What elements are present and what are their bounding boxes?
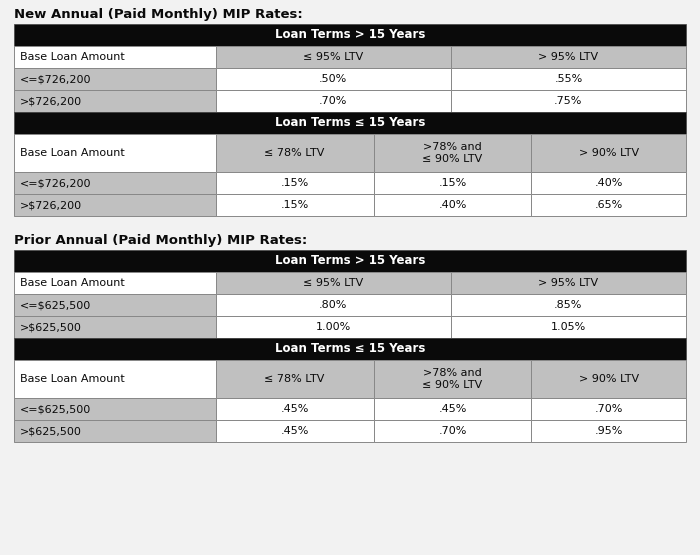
Bar (374, 172, 531, 194)
Text: Loan Terms > 15 Years: Loan Terms > 15 Years (275, 28, 425, 42)
Text: .65%: .65% (594, 200, 623, 210)
Bar (216, 316, 451, 338)
Bar (451, 90, 686, 112)
Text: .15%: .15% (438, 178, 467, 188)
Text: .85%: .85% (554, 300, 582, 310)
Text: .45%: .45% (438, 404, 467, 414)
Bar (14, 398, 216, 420)
Text: Prior Annual (Paid Monthly) MIP Rates:: Prior Annual (Paid Monthly) MIP Rates: (14, 234, 307, 247)
Text: > 95% LTV: > 95% LTV (538, 278, 598, 288)
Bar (14, 360, 216, 398)
Bar (14, 172, 216, 194)
Bar (531, 134, 686, 172)
Bar (14, 250, 686, 272)
Bar (374, 360, 531, 398)
Text: Loan Terms > 15 Years: Loan Terms > 15 Years (275, 255, 425, 268)
Text: <=$625,500: <=$625,500 (20, 404, 91, 414)
Bar (216, 398, 374, 420)
Bar (14, 24, 686, 46)
Text: >78% and
≤ 90% LTV: >78% and ≤ 90% LTV (422, 368, 482, 390)
Text: Loan Terms ≤ 15 Years: Loan Terms ≤ 15 Years (275, 117, 425, 129)
Text: >$726,200: >$726,200 (20, 96, 82, 106)
Text: .70%: .70% (319, 96, 347, 106)
Text: <=$726,200: <=$726,200 (20, 178, 92, 188)
Bar (216, 294, 451, 316)
Bar (14, 294, 216, 316)
Bar (374, 398, 531, 420)
Text: Base Loan Amount: Base Loan Amount (20, 278, 125, 288)
Text: .95%: .95% (594, 426, 623, 436)
Text: ≤ 95% LTV: ≤ 95% LTV (303, 52, 363, 62)
Bar (14, 316, 216, 338)
Text: .45%: .45% (281, 426, 309, 436)
Text: > 95% LTV: > 95% LTV (538, 52, 598, 62)
Text: .55%: .55% (554, 74, 582, 84)
Text: .75%: .75% (554, 96, 582, 106)
Text: .80%: .80% (319, 300, 347, 310)
Bar (451, 46, 686, 68)
Bar (374, 420, 531, 442)
Bar (14, 90, 216, 112)
Bar (216, 90, 451, 112)
Bar (451, 272, 686, 294)
Bar (216, 68, 451, 90)
Text: >$625,500: >$625,500 (20, 322, 82, 332)
Text: 1.05%: 1.05% (551, 322, 586, 332)
Text: Base Loan Amount: Base Loan Amount (20, 148, 125, 158)
Bar (14, 46, 216, 68)
Bar (531, 360, 686, 398)
Bar (451, 316, 686, 338)
Text: .70%: .70% (438, 426, 467, 436)
Bar (216, 272, 451, 294)
Text: Loan Terms ≤ 15 Years: Loan Terms ≤ 15 Years (275, 342, 425, 356)
Bar (14, 420, 216, 442)
Bar (531, 172, 686, 194)
Bar (374, 194, 531, 216)
Text: >$726,200: >$726,200 (20, 200, 82, 210)
Bar (216, 194, 374, 216)
Bar (14, 272, 216, 294)
Text: .15%: .15% (281, 178, 309, 188)
Bar (216, 420, 374, 442)
Text: <=$625,500: <=$625,500 (20, 300, 91, 310)
Text: New Annual (Paid Monthly) MIP Rates:: New Annual (Paid Monthly) MIP Rates: (14, 8, 302, 21)
Bar (14, 194, 216, 216)
Text: .70%: .70% (594, 404, 623, 414)
Text: Base Loan Amount: Base Loan Amount (20, 52, 125, 62)
Bar (531, 194, 686, 216)
Text: ≤ 78% LTV: ≤ 78% LTV (265, 374, 325, 384)
Bar (14, 68, 216, 90)
Bar (216, 172, 374, 194)
Bar (374, 134, 531, 172)
Text: .40%: .40% (438, 200, 467, 210)
Text: ≤ 95% LTV: ≤ 95% LTV (303, 278, 363, 288)
Text: <=$726,200: <=$726,200 (20, 74, 92, 84)
Text: .15%: .15% (281, 200, 309, 210)
Bar (14, 134, 216, 172)
Bar (216, 360, 374, 398)
Bar (451, 68, 686, 90)
Text: ≤ 78% LTV: ≤ 78% LTV (265, 148, 325, 158)
Bar (531, 398, 686, 420)
Bar (216, 46, 451, 68)
Text: >78% and
≤ 90% LTV: >78% and ≤ 90% LTV (422, 142, 482, 164)
Bar (14, 112, 686, 134)
Text: > 90% LTV: > 90% LTV (579, 374, 639, 384)
Text: 1.00%: 1.00% (316, 322, 351, 332)
Text: Base Loan Amount: Base Loan Amount (20, 374, 125, 384)
Text: .50%: .50% (319, 74, 347, 84)
Text: > 90% LTV: > 90% LTV (579, 148, 639, 158)
Text: .40%: .40% (594, 178, 623, 188)
Text: >$625,500: >$625,500 (20, 426, 82, 436)
Bar (531, 420, 686, 442)
Bar (451, 294, 686, 316)
Bar (14, 338, 686, 360)
Text: .45%: .45% (281, 404, 309, 414)
Bar (216, 134, 374, 172)
